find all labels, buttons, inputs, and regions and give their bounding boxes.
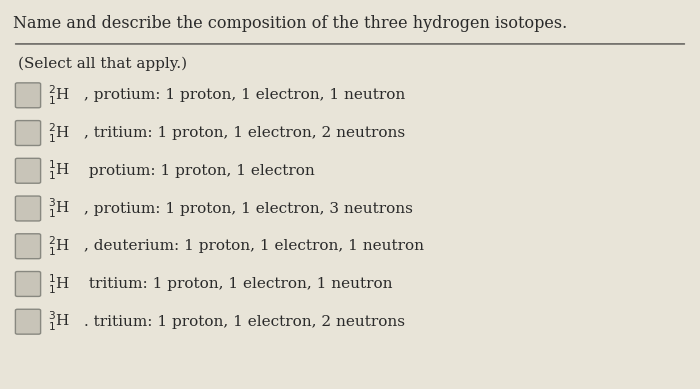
- Text: protium: 1 proton, 1 electron: protium: 1 proton, 1 electron: [84, 164, 315, 178]
- Text: Name and describe the composition of the three hydrogen isotopes.: Name and describe the composition of the…: [13, 15, 567, 32]
- Text: $^{1}_{1}$H: $^{1}_{1}$H: [48, 159, 69, 182]
- FancyBboxPatch shape: [15, 309, 41, 334]
- Text: $^{3}_{1}$H: $^{3}_{1}$H: [48, 310, 69, 333]
- FancyBboxPatch shape: [15, 83, 41, 108]
- FancyBboxPatch shape: [15, 234, 41, 259]
- Text: , protium: 1 proton, 1 electron, 3 neutrons: , protium: 1 proton, 1 electron, 3 neutr…: [84, 202, 413, 216]
- FancyBboxPatch shape: [15, 196, 41, 221]
- FancyBboxPatch shape: [15, 158, 41, 183]
- Text: , tritium: 1 proton, 1 electron, 2 neutrons: , tritium: 1 proton, 1 electron, 2 neutr…: [84, 126, 405, 140]
- Text: , deuterium: 1 proton, 1 electron, 1 neutron: , deuterium: 1 proton, 1 electron, 1 neu…: [84, 239, 424, 253]
- Text: (Select all that apply.): (Select all that apply.): [18, 56, 187, 71]
- Text: $^{2}_{1}$H: $^{2}_{1}$H: [48, 235, 69, 258]
- Text: $^{1}_{1}$H: $^{1}_{1}$H: [48, 272, 69, 296]
- FancyBboxPatch shape: [15, 121, 41, 145]
- Text: , protium: 1 proton, 1 electron, 1 neutron: , protium: 1 proton, 1 electron, 1 neutr…: [84, 88, 405, 102]
- Text: $^{2}_{1}$H: $^{2}_{1}$H: [48, 84, 69, 107]
- FancyBboxPatch shape: [15, 272, 41, 296]
- Text: $^{3}_{1}$H: $^{3}_{1}$H: [48, 197, 69, 220]
- Text: . tritium: 1 proton, 1 electron, 2 neutrons: . tritium: 1 proton, 1 electron, 2 neutr…: [84, 315, 405, 329]
- Text: $^{2}_{1}$H: $^{2}_{1}$H: [48, 121, 69, 145]
- Text: tritium: 1 proton, 1 electron, 1 neutron: tritium: 1 proton, 1 electron, 1 neutron: [84, 277, 393, 291]
